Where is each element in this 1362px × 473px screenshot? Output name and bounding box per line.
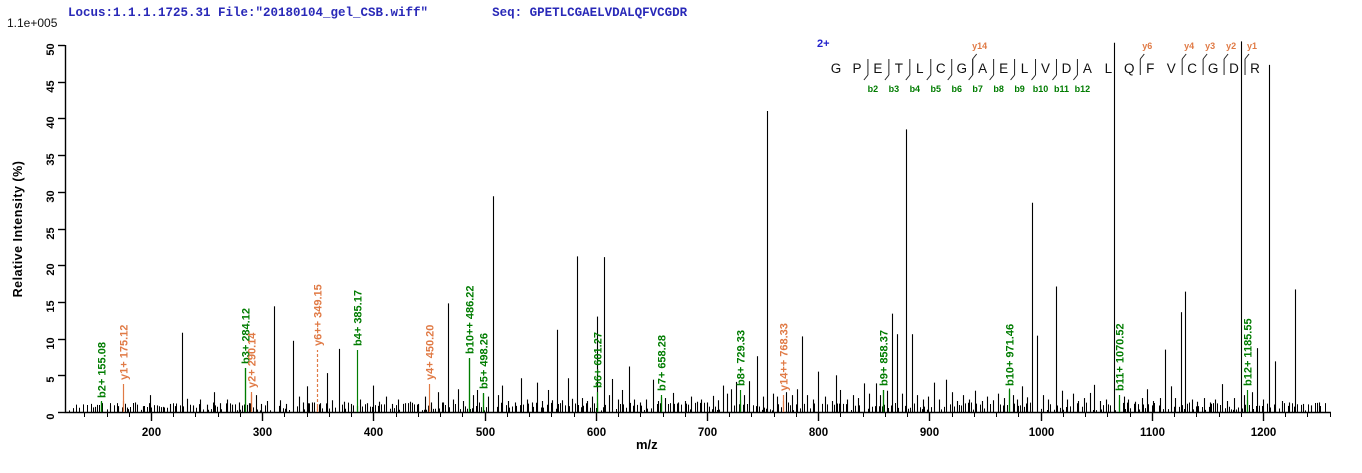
svg-text:10: 10 — [45, 337, 57, 349]
svg-text:50: 50 — [45, 43, 57, 55]
svg-text:E: E — [999, 61, 1008, 76]
svg-text:C: C — [936, 61, 946, 76]
svg-text:1200: 1200 — [1251, 427, 1277, 439]
svg-text:A: A — [978, 61, 987, 76]
svg-text:y1+ 175.12: y1+ 175.12 — [119, 325, 131, 380]
svg-text:0: 0 — [45, 413, 57, 419]
svg-text:y6: y6 — [1142, 41, 1152, 51]
svg-text:b9: b9 — [1014, 84, 1025, 94]
base-peak-intensity: 1.1e+005 — [7, 16, 58, 30]
svg-text:b5: b5 — [931, 84, 942, 94]
svg-text:b7: b7 — [972, 84, 983, 94]
svg-text:b10++ 486.22: b10++ 486.22 — [465, 285, 477, 354]
svg-text:A: A — [1083, 61, 1092, 76]
svg-text:45: 45 — [45, 80, 57, 92]
svg-text:G: G — [956, 61, 967, 76]
svg-text:900: 900 — [920, 427, 939, 439]
svg-text:5: 5 — [45, 376, 57, 382]
svg-text:20: 20 — [45, 263, 57, 275]
sequence-annotation: 2+G P E T L C G A E L V D A L Q F V C G D Rb2 b3 b4 b5 b6 b7 b8 b9 b… — [817, 38, 1260, 94]
svg-text:200: 200 — [142, 427, 161, 439]
svg-text:y2+ 290.14: y2+ 290.14 — [247, 332, 259, 388]
svg-text:15: 15 — [45, 300, 57, 312]
svg-text:b11+ 1070.52: b11+ 1070.52 — [1115, 323, 1127, 391]
svg-text:D: D — [1062, 61, 1072, 76]
svg-text:E: E — [873, 61, 882, 76]
svg-text:b7+ 658.28: b7+ 658.28 — [657, 335, 669, 391]
svg-text:b11: b11 — [1054, 84, 1069, 94]
svg-text:V: V — [1041, 61, 1050, 76]
svg-text:G: G — [1208, 61, 1219, 76]
svg-text:y2: y2 — [1226, 41, 1236, 51]
svg-text:D: D — [1229, 61, 1239, 76]
svg-text:V: V — [1167, 61, 1176, 76]
svg-text:b6: b6 — [951, 84, 962, 94]
svg-text:y14++ 768.33: y14++ 768.33 — [779, 323, 791, 391]
svg-text:2+: 2+ — [817, 38, 830, 50]
x-axis-title: m/z — [636, 437, 658, 452]
svg-text:y4+ 450.20: y4+ 450.20 — [425, 325, 437, 380]
svg-text:b3: b3 — [889, 84, 900, 94]
svg-text:L: L — [1105, 61, 1113, 76]
svg-text:b10: b10 — [1033, 84, 1049, 94]
svg-text:1100: 1100 — [1140, 427, 1165, 439]
svg-text:30: 30 — [45, 190, 57, 202]
svg-text:800: 800 — [809, 427, 828, 439]
svg-text:T: T — [895, 61, 903, 76]
svg-text:500: 500 — [476, 427, 495, 439]
svg-text:G: G — [831, 61, 842, 76]
svg-text:b6+ 601.27: b6+ 601.27 — [593, 332, 605, 388]
svg-text:b4: b4 — [910, 84, 921, 94]
peaks — [94, 41, 1321, 412]
svg-text:y4: y4 — [1184, 41, 1194, 51]
svg-text:y3: y3 — [1205, 41, 1215, 51]
svg-text:25: 25 — [45, 227, 57, 239]
svg-text:1000: 1000 — [1029, 427, 1055, 439]
svg-text:L: L — [1021, 61, 1029, 76]
svg-text:400: 400 — [364, 427, 383, 439]
svg-text:C: C — [1187, 61, 1197, 76]
locus-file-text: Locus:1.1.1.1725.31 File:"20180104_gel_C… — [68, 6, 429, 20]
svg-text:b12+ 1185.55: b12+ 1185.55 — [1243, 318, 1255, 386]
svg-text:R: R — [1250, 61, 1260, 76]
svg-text:y6++ 349.15: y6++ 349.15 — [313, 284, 325, 346]
seq-value: GPETLCGAELVDALQFVCGDR — [529, 6, 688, 20]
svg-text:b12: b12 — [1075, 84, 1091, 94]
svg-text:b2: b2 — [868, 84, 879, 94]
svg-text:b9+ 858.37: b9+ 858.37 — [879, 330, 891, 386]
svg-text:b4+ 385.17: b4+ 385.17 — [353, 290, 365, 346]
svg-text:Q: Q — [1124, 61, 1135, 76]
svg-text:b8: b8 — [993, 84, 1004, 94]
spectrum-header: Locus:1.1.1.1725.31 File:"20180104_gel_C… — [68, 6, 687, 20]
svg-text:35: 35 — [45, 153, 57, 165]
svg-text:700: 700 — [698, 427, 717, 439]
svg-text:b3+ 284.12: b3+ 284.12 — [241, 308, 253, 364]
svg-text:y1: y1 — [1247, 41, 1257, 51]
svg-text:600: 600 — [587, 427, 606, 439]
svg-text:y14: y14 — [972, 41, 987, 51]
svg-text:F: F — [1146, 61, 1154, 76]
svg-text:b8+ 729.33: b8+ 729.33 — [736, 330, 748, 386]
svg-text:b2+ 155.08: b2+ 155.08 — [97, 342, 109, 398]
svg-text:P: P — [852, 61, 861, 76]
seq-label: Seq: — [492, 6, 523, 20]
svg-text:b10+ 971.46: b10+ 971.46 — [1005, 324, 1017, 386]
svg-text:b5+ 498.26: b5+ 498.26 — [479, 333, 491, 389]
svg-text:40: 40 — [45, 116, 57, 128]
svg-text:300: 300 — [253, 427, 272, 439]
axes: 0 5 10 15 20 25 30 35 40 45 50 200 300 400 500 600 700 80… — [45, 43, 1331, 439]
svg-text:L: L — [916, 61, 924, 76]
